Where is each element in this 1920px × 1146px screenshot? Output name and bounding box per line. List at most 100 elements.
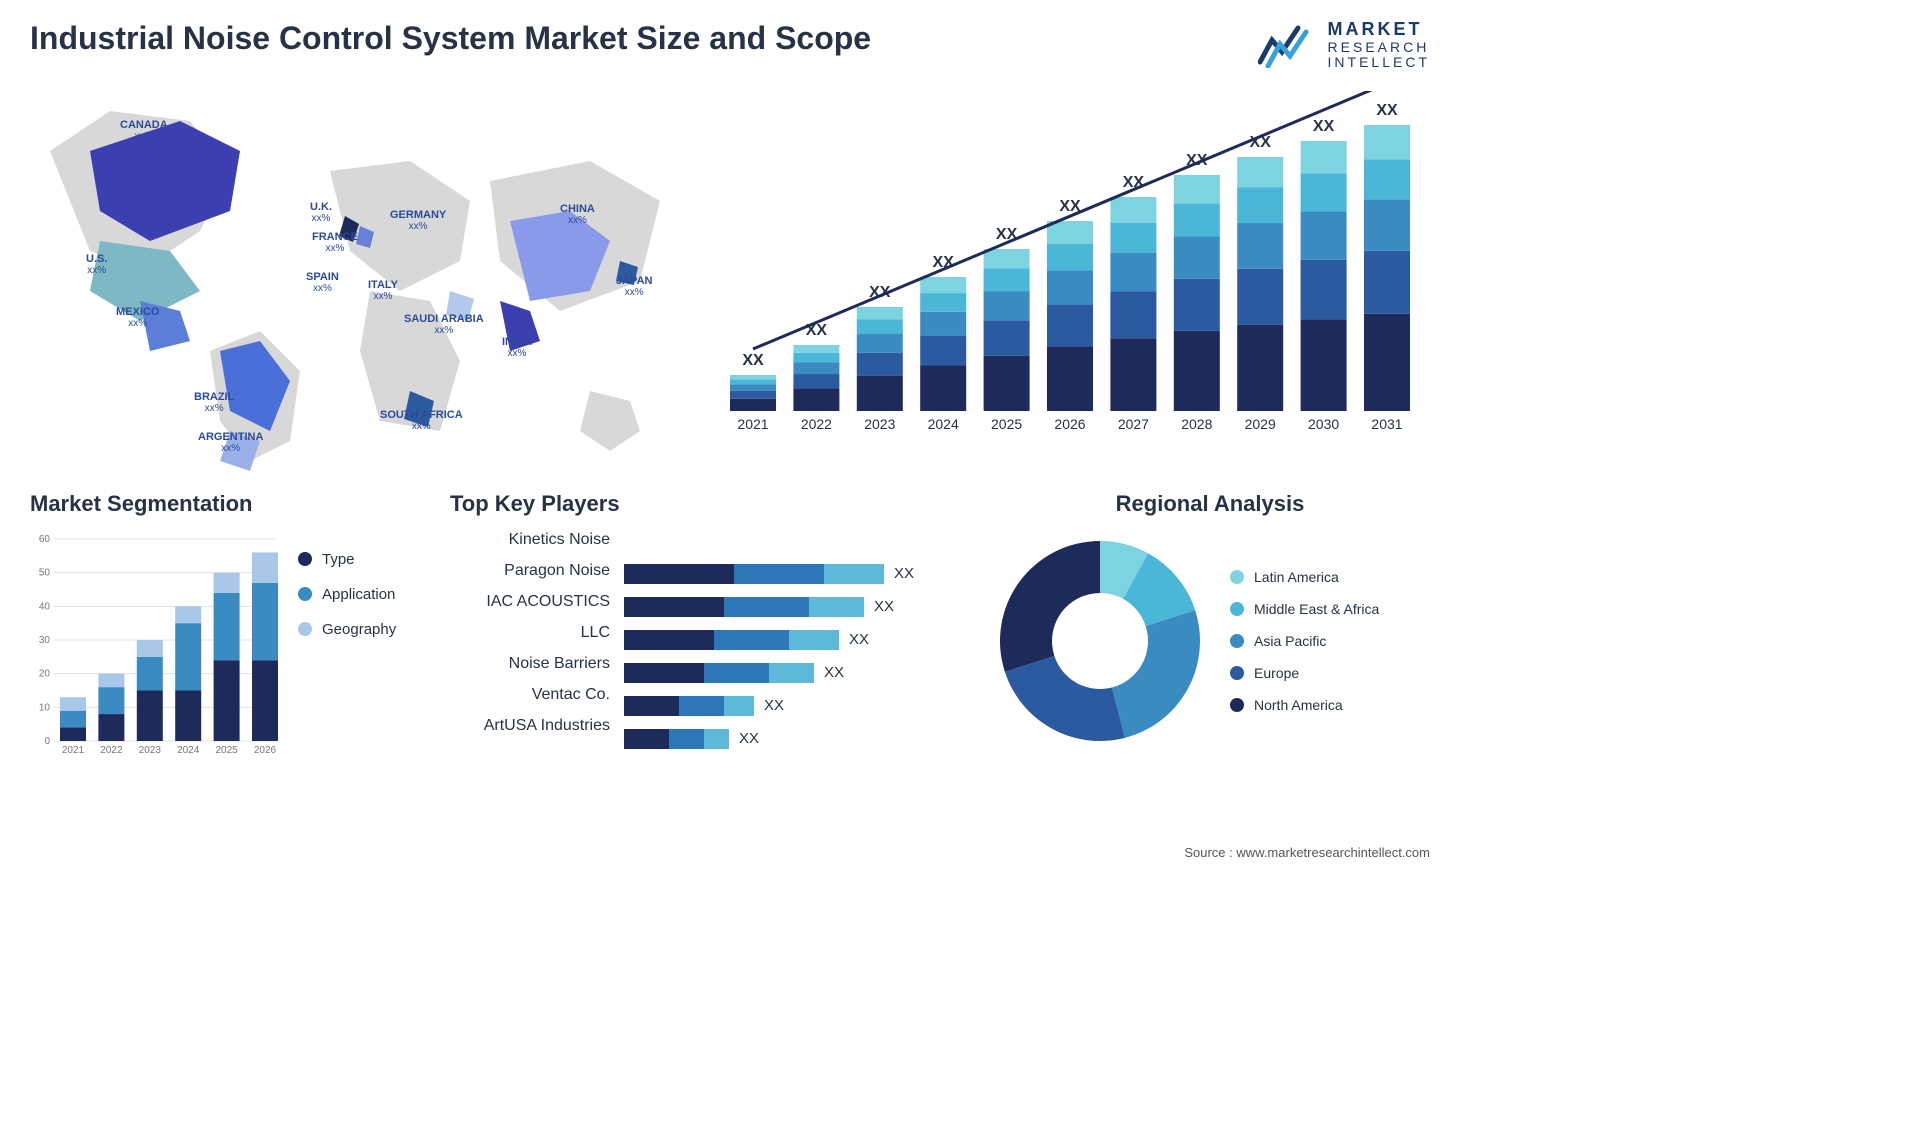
legend-dot-icon bbox=[1230, 602, 1244, 616]
regional-panel: Regional Analysis Latin AmericaMiddle Ea… bbox=[990, 491, 1430, 761]
legend-item: Geography bbox=[298, 621, 396, 638]
growth-bar-segment bbox=[1110, 252, 1156, 291]
growth-bar-segment bbox=[793, 362, 839, 374]
growth-bar-segment bbox=[730, 398, 776, 410]
growth-bar-segment bbox=[1301, 319, 1347, 411]
seg-bar-segment bbox=[175, 606, 201, 623]
growth-bar-segment bbox=[793, 352, 839, 361]
svg-text:30: 30 bbox=[39, 635, 51, 646]
player-name: IAC ACOUSTICS bbox=[450, 593, 610, 611]
player-bar-row: XX bbox=[624, 663, 970, 683]
player-bar-row: XX bbox=[624, 630, 970, 650]
map-country-label: GERMANYxx% bbox=[390, 209, 446, 232]
svg-text:50: 50 bbox=[39, 567, 51, 578]
seg-bar-segment bbox=[60, 697, 86, 710]
seg-bar-segment bbox=[60, 710, 86, 727]
legend-label: Middle East & Africa bbox=[1254, 601, 1379, 617]
donut-segment bbox=[1000, 541, 1100, 672]
map-country-label: U.S.xx% bbox=[86, 253, 107, 276]
svg-text:40: 40 bbox=[39, 601, 51, 612]
seg-bar-segment bbox=[98, 687, 124, 714]
growth-bar-segment bbox=[984, 320, 1030, 356]
growth-bar-segment bbox=[793, 374, 839, 389]
svg-text:2023: 2023 bbox=[139, 745, 162, 756]
growth-bar-segment bbox=[1237, 157, 1283, 187]
growth-bar-segment bbox=[1174, 203, 1220, 236]
player-bar-segment bbox=[624, 729, 669, 749]
svg-text:2022: 2022 bbox=[100, 745, 123, 756]
legend-label: Geography bbox=[322, 621, 396, 638]
growth-bar-segment bbox=[1364, 159, 1410, 199]
growth-bar-segment bbox=[730, 390, 776, 398]
growth-bar-segment bbox=[1364, 250, 1410, 313]
map-country-label: SAUDI ARABIAxx% bbox=[404, 313, 484, 336]
player-bar-segment bbox=[679, 696, 724, 716]
regional-donut-chart bbox=[990, 531, 1210, 751]
map-country-label: ITALYxx% bbox=[368, 279, 398, 302]
segmentation-title: Market Segmentation bbox=[30, 491, 430, 517]
growth-bar-segment bbox=[1301, 259, 1347, 318]
player-bar-segment bbox=[669, 729, 704, 749]
seg-bar-segment bbox=[252, 552, 278, 582]
growth-bar-year: 2029 bbox=[1245, 416, 1276, 431]
growth-bar-year: 2022 bbox=[801, 416, 832, 431]
growth-bar-chart: XX2021XX2022XX2023XX2024XX2025XX2026XX20… bbox=[710, 91, 1430, 431]
player-bar-row: XX bbox=[624, 696, 970, 716]
legend-label: North America bbox=[1254, 697, 1343, 713]
growth-bar-segment bbox=[920, 336, 966, 365]
players-title: Top Key Players bbox=[450, 491, 970, 517]
player-bar-value: XX bbox=[874, 598, 894, 615]
seg-bar-segment bbox=[214, 592, 240, 659]
player-name: ArtUSA Industries bbox=[450, 717, 610, 735]
world-map-panel: CANADAxx%U.S.xx%MEXICOxx%BRAZILxx%ARGENT… bbox=[30, 91, 690, 471]
player-bar-segment bbox=[624, 597, 724, 617]
legend-dot-icon bbox=[1230, 570, 1244, 584]
map-country-label: SOUTH AFRICAxx% bbox=[380, 409, 463, 432]
legend-item: North America bbox=[1230, 697, 1379, 713]
growth-bar-segment bbox=[1047, 243, 1093, 270]
source-attribution: Source : www.marketresearchintellect.com bbox=[1184, 845, 1430, 860]
legend-item: Type bbox=[298, 551, 396, 568]
legend-label: Europe bbox=[1254, 665, 1299, 681]
growth-bar-segment bbox=[857, 319, 903, 334]
growth-bar-segment bbox=[920, 311, 966, 335]
growth-bar-year: 2027 bbox=[1118, 416, 1149, 431]
growth-bar-segment bbox=[857, 307, 903, 319]
growth-bar-year: 2028 bbox=[1181, 416, 1212, 431]
growth-bar-segment bbox=[1237, 187, 1283, 223]
growth-bar-value: XX bbox=[1313, 118, 1335, 135]
growth-bar-segment bbox=[920, 293, 966, 312]
seg-bar-segment bbox=[175, 623, 201, 690]
growth-bar-year: 2031 bbox=[1371, 416, 1402, 431]
player-bar-segment bbox=[769, 663, 814, 683]
svg-text:60: 60 bbox=[39, 534, 51, 545]
growth-bar-segment bbox=[730, 384, 776, 390]
legend-label: Asia Pacific bbox=[1254, 633, 1326, 649]
seg-bar-segment bbox=[175, 690, 201, 741]
growth-bar-segment bbox=[1110, 291, 1156, 338]
growth-bar-segment bbox=[857, 334, 903, 353]
legend-item: Asia Pacific bbox=[1230, 633, 1379, 649]
logo-line2: RESEARCH bbox=[1328, 40, 1430, 55]
seg-bar-segment bbox=[252, 582, 278, 659]
growth-bar-segment bbox=[1237, 223, 1283, 269]
growth-bar-value: XX bbox=[742, 352, 764, 369]
growth-bar-segment bbox=[1110, 222, 1156, 252]
player-bar-value: XX bbox=[824, 664, 844, 681]
player-bar-segment bbox=[724, 597, 809, 617]
legend-item: Middle East & Africa bbox=[1230, 601, 1379, 617]
growth-bar-segment bbox=[984, 249, 1030, 268]
seg-bar-segment bbox=[60, 727, 86, 740]
seg-bar-segment bbox=[214, 572, 240, 592]
map-country-label: MEXICOxx% bbox=[116, 306, 159, 329]
svg-text:0: 0 bbox=[44, 736, 50, 747]
logo-line1: MARKET bbox=[1328, 20, 1430, 40]
segmentation-panel: Market Segmentation 01020304050602021202… bbox=[30, 491, 430, 761]
growth-bar-year: 2030 bbox=[1308, 416, 1339, 431]
growth-bar-segment bbox=[1174, 330, 1220, 410]
map-country-label: CANADAxx% bbox=[120, 119, 168, 142]
players-panel: Top Key Players Kinetics NoiseParagon No… bbox=[450, 491, 970, 761]
growth-bar-segment bbox=[1237, 324, 1283, 410]
growth-bar-segment bbox=[984, 355, 1030, 410]
growth-bar-segment bbox=[1110, 338, 1156, 411]
